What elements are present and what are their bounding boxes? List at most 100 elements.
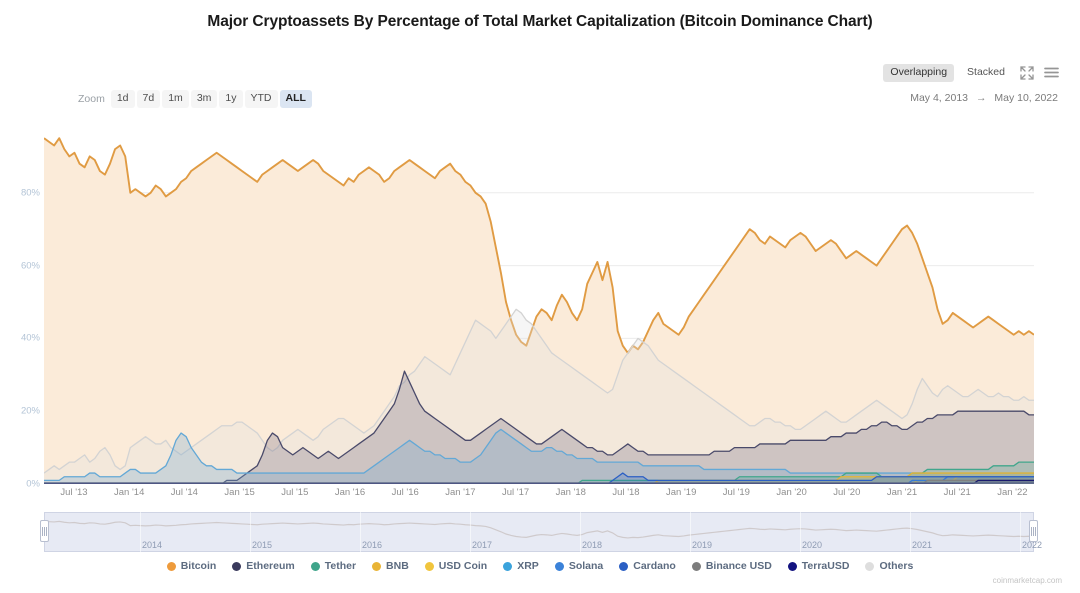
navigator-gridline: [910, 512, 911, 552]
y-tick-label: 40%: [20, 332, 40, 344]
x-tick-label: Jan '20: [776, 487, 807, 498]
legend-item-cardano[interactable]: Cardano: [619, 560, 676, 572]
x-tick-label: Jul '14: [170, 487, 198, 498]
navigator-year-label: 2020: [801, 540, 823, 550]
navigator-gridline: [580, 512, 581, 552]
zoom-button-1m[interactable]: 1m: [162, 90, 189, 109]
navigator-year-label: 2016: [361, 540, 383, 550]
legend-item-terrausd[interactable]: TerraUSD: [787, 560, 849, 572]
navigator-gridline: [360, 512, 361, 552]
x-tick-label: Jan '14: [114, 487, 145, 498]
navigator-year-label: 2018: [581, 540, 603, 550]
x-tick-label: Jul '21: [943, 487, 971, 498]
legend-label: Tether: [324, 560, 357, 572]
navigator-gridline: [140, 512, 141, 552]
navigator-gridline: [1020, 512, 1021, 552]
legend-item-bnb[interactable]: BNB: [372, 560, 409, 572]
navigator-year-labels: 2014 2015 2016 2017 2018 2019 2020 2021 2022: [44, 538, 1042, 550]
legend-item-solana[interactable]: Solana: [554, 560, 604, 572]
navigator-gridline: [470, 512, 471, 552]
x-tick-label: Jan '19: [666, 487, 697, 498]
navigator-handle-right[interactable]: [1029, 520, 1038, 542]
legend-color-swatch: [554, 561, 564, 571]
date-range-arrow: →: [975, 92, 987, 104]
x-tick-label: Jul '16: [391, 487, 419, 498]
legend-color-swatch: [865, 561, 875, 571]
overlapping-button[interactable]: Overlapping: [883, 64, 955, 82]
legend-item-usd-coin[interactable]: USD Coin: [424, 560, 488, 572]
page-title: Major Cryptoassets By Percentage of Tota…: [207, 13, 873, 30]
legend-color-swatch: [166, 561, 176, 571]
series-others: [44, 308, 1034, 484]
range-navigator[interactable]: 2014 2015 2016 2017 2018 2019 2020 2021 2022: [40, 512, 1042, 552]
dominance-area-chart[interactable]: [44, 118, 1034, 484]
x-tick-label: Jul '15: [281, 487, 309, 498]
legend-item-bitcoin[interactable]: Bitcoin: [166, 560, 216, 572]
date-range-end: May 10, 2022: [994, 92, 1058, 104]
legend-label: USD Coin: [438, 560, 488, 572]
x-tick-label: Jan '21: [886, 487, 918, 498]
legend-item-tether[interactable]: Tether: [310, 560, 357, 572]
legend-item-others[interactable]: Others: [865, 560, 913, 572]
x-tick-label: Jul '18: [612, 487, 640, 498]
legend-label: Others: [879, 560, 914, 572]
navigator-year-label: 2019: [691, 540, 713, 550]
x-tick-label: Jan '16: [334, 487, 366, 498]
x-tick-label: Jul '13: [60, 487, 88, 498]
navigator-handle-left[interactable]: [40, 520, 49, 542]
navigator-year-label: 2022: [1021, 540, 1043, 550]
zoom-button-7d[interactable]: 7d: [136, 90, 161, 109]
zoom-range-selector: Zoom 1d 7d 1m 3m 1y YTD ALL: [78, 90, 312, 109]
legend-item-xrp[interactable]: XRP: [503, 560, 539, 572]
series-cardano: [44, 472, 1034, 484]
y-tick-label: 60%: [20, 260, 40, 272]
legend-color-swatch: [424, 561, 434, 571]
plot-area[interactable]: [44, 118, 1034, 484]
navigator-gridline: [800, 512, 801, 552]
y-tick-label: 80%: [20, 187, 40, 199]
zoom-button-1d[interactable]: 1d: [110, 90, 135, 109]
legend-color-swatch: [310, 561, 320, 571]
navigator-gridline: [250, 512, 251, 552]
zoom-button-3m[interactable]: 3m: [190, 90, 218, 109]
x-tick-label: Jan '15: [224, 487, 255, 498]
legend-color-swatch: [619, 561, 629, 571]
legend-label: Binance USD: [705, 560, 772, 572]
series-ethereum: [44, 370, 1034, 484]
legend-label: BNB: [386, 560, 409, 572]
zoom-button-1y[interactable]: 1y: [219, 90, 243, 109]
legend-color-swatch: [372, 561, 382, 571]
chart-legend: Bitcoin Ethereum Tether BNB USD Coin XRP Solan…: [0, 560, 1080, 572]
zoom-button-ytd[interactable]: YTD: [244, 90, 278, 109]
series-bitcoin: [44, 137, 1034, 484]
x-tick-label: Jan '17: [445, 487, 476, 498]
stacked-button[interactable]: Stacked: [967, 66, 1005, 78]
navigator-selection-mask[interactable]: [44, 512, 1034, 552]
legend-label: Solana: [568, 560, 604, 572]
expand-icon[interactable]: [1018, 65, 1036, 81]
attribution-label: coinmarketcap.com: [992, 576, 1062, 585]
legend-color-swatch: [787, 561, 797, 571]
navigator-gridline: [690, 512, 691, 552]
date-range-display[interactable]: May 4, 2013 → May 10, 2022: [910, 92, 1058, 104]
y-tick-label: 20%: [20, 405, 40, 417]
legend-label: XRP: [517, 560, 539, 572]
legend-item-binance-usd[interactable]: Binance USD: [691, 560, 772, 572]
x-tick-label: Jan '18: [555, 487, 586, 498]
x-axis-ticks: Jul '13 Jan '14 Jul '14 Jan '15 Jul '15 Jan '…: [44, 487, 1034, 501]
y-tick-label: 0%: [26, 478, 40, 490]
y-axis-ticks: 0% 20% 40% 60% 80%: [0, 0, 40, 500]
navigator-year-label: 2014: [141, 540, 163, 550]
legend-color-swatch: [503, 561, 513, 571]
x-tick-label: Jul '20: [833, 487, 861, 498]
navigator-year-label: 2015: [251, 540, 273, 550]
series-bnb: [44, 472, 1034, 484]
zoom-button-all[interactable]: ALL: [279, 90, 312, 109]
legend-item-ethereum[interactable]: Ethereum: [232, 560, 295, 572]
legend-color-swatch: [232, 561, 242, 571]
zoom-label: Zoom: [78, 93, 105, 106]
legend-color-swatch: [691, 561, 701, 571]
x-tick-label: Jul '17: [502, 487, 530, 498]
hamburger-menu-icon[interactable]: [1042, 65, 1060, 81]
